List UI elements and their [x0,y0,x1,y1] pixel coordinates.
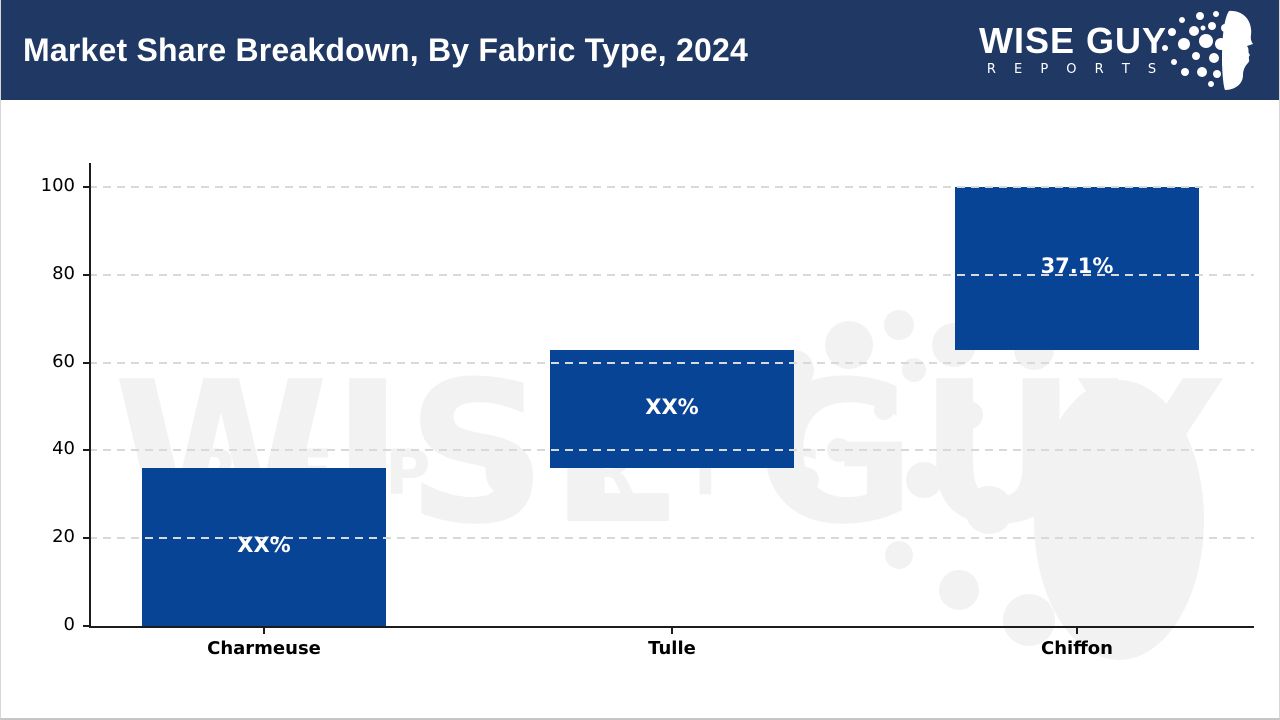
bar-tulle [550,349,794,469]
y-axis-tick-label: 80 [52,262,75,284]
brand-logo-text: WISE GUY R E P O R T S [978,20,1167,78]
gridline-80 [89,273,1254,276]
y-tick-mark [83,186,89,188]
x-tick-mark [671,628,673,634]
x-axis-line [89,626,1254,628]
y-axis-line [89,163,91,628]
gridline-60 [89,361,1254,364]
bar-charmeuse [142,468,386,626]
chart-area: WISE GUY REPORTS XX% XX% 37.1% 0 20 40 60 80 100… [1,100,1279,718]
page-title: Market Share Breakdown, By Fabric Type, … [23,31,748,68]
header-bar: Market Share Breakdown, By Fabric Type, … [1,0,1279,100]
gridline-40 [89,449,1254,452]
y-tick-mark [83,273,89,276]
y-axis-tick-label: 60 [52,350,75,372]
gridline-100 [89,186,1254,188]
x-axis-category-label: Charmeuse [207,638,321,659]
bar-value-label: XX% [645,395,699,420]
y-tick-mark [83,537,89,540]
bar-value-label: XX% [237,533,291,558]
x-tick-mark [263,628,265,634]
y-axis-tick-label: 100 [40,175,75,196]
gridline-20 [89,537,1254,540]
bar-value-label: 37.1% [1040,254,1114,279]
brand-logo: WISE GUY R E P O R T S [979,0,1267,100]
brand-name: WISE GUY [978,20,1167,61]
x-axis-category-label: Tulle [648,638,696,659]
brand-subtitle: R E P O R T S [986,62,1164,77]
y-tick-mark [83,361,89,364]
bar-chiffon [955,187,1199,350]
face-profile-icon [1162,10,1253,90]
y-tick-mark [83,449,89,452]
y-axis-tick-label: 40 [52,438,75,460]
x-tick-mark [1076,628,1078,634]
y-tick-mark [83,625,89,627]
y-axis-tick-label: 0 [63,614,75,635]
x-axis-category-label: Chiffon [1041,638,1113,659]
y-axis-tick-label: 20 [52,526,75,548]
